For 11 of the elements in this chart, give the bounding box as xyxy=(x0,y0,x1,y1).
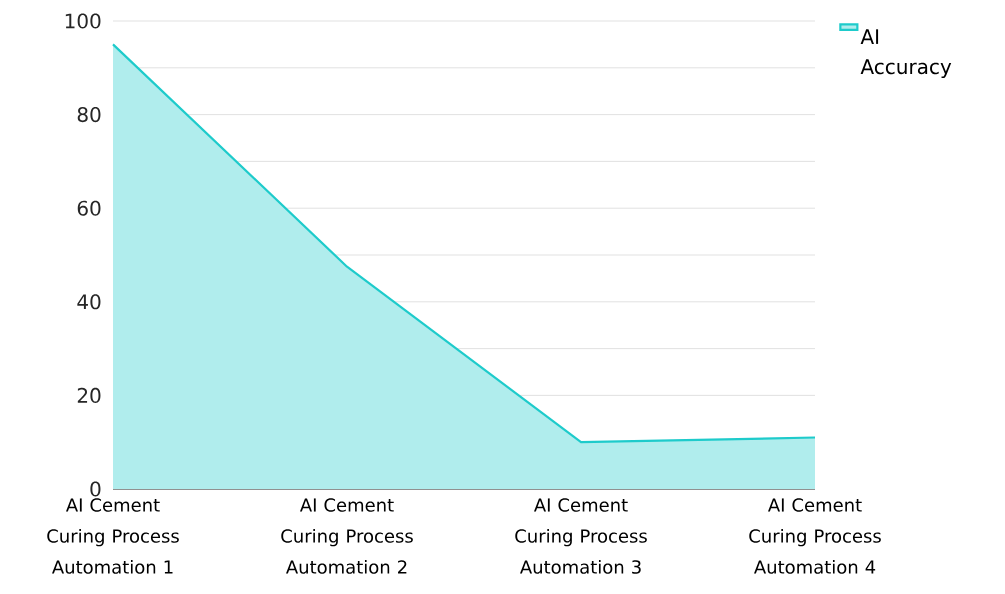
y-tick-label: 20 xyxy=(77,387,101,403)
legend-label: AI Accuracy xyxy=(860,29,952,79)
y-tick-label: 60 xyxy=(77,200,101,216)
y-tick-label: 40 xyxy=(77,294,101,310)
y-tick-label: 100 xyxy=(65,13,101,29)
x-tick-label: AI Cement Curing Process Automation 2 xyxy=(281,498,413,574)
y-tick-label: 0 xyxy=(90,481,101,497)
x-tick-label: AI Cement Curing Process Automation 4 xyxy=(749,498,881,574)
x-tick-label: AI Cement Curing Process Automation 3 xyxy=(515,498,647,574)
x-tick-label: AI Cement Curing Process Automation 1 xyxy=(47,498,179,574)
y-tick-label: 80 xyxy=(77,107,101,123)
